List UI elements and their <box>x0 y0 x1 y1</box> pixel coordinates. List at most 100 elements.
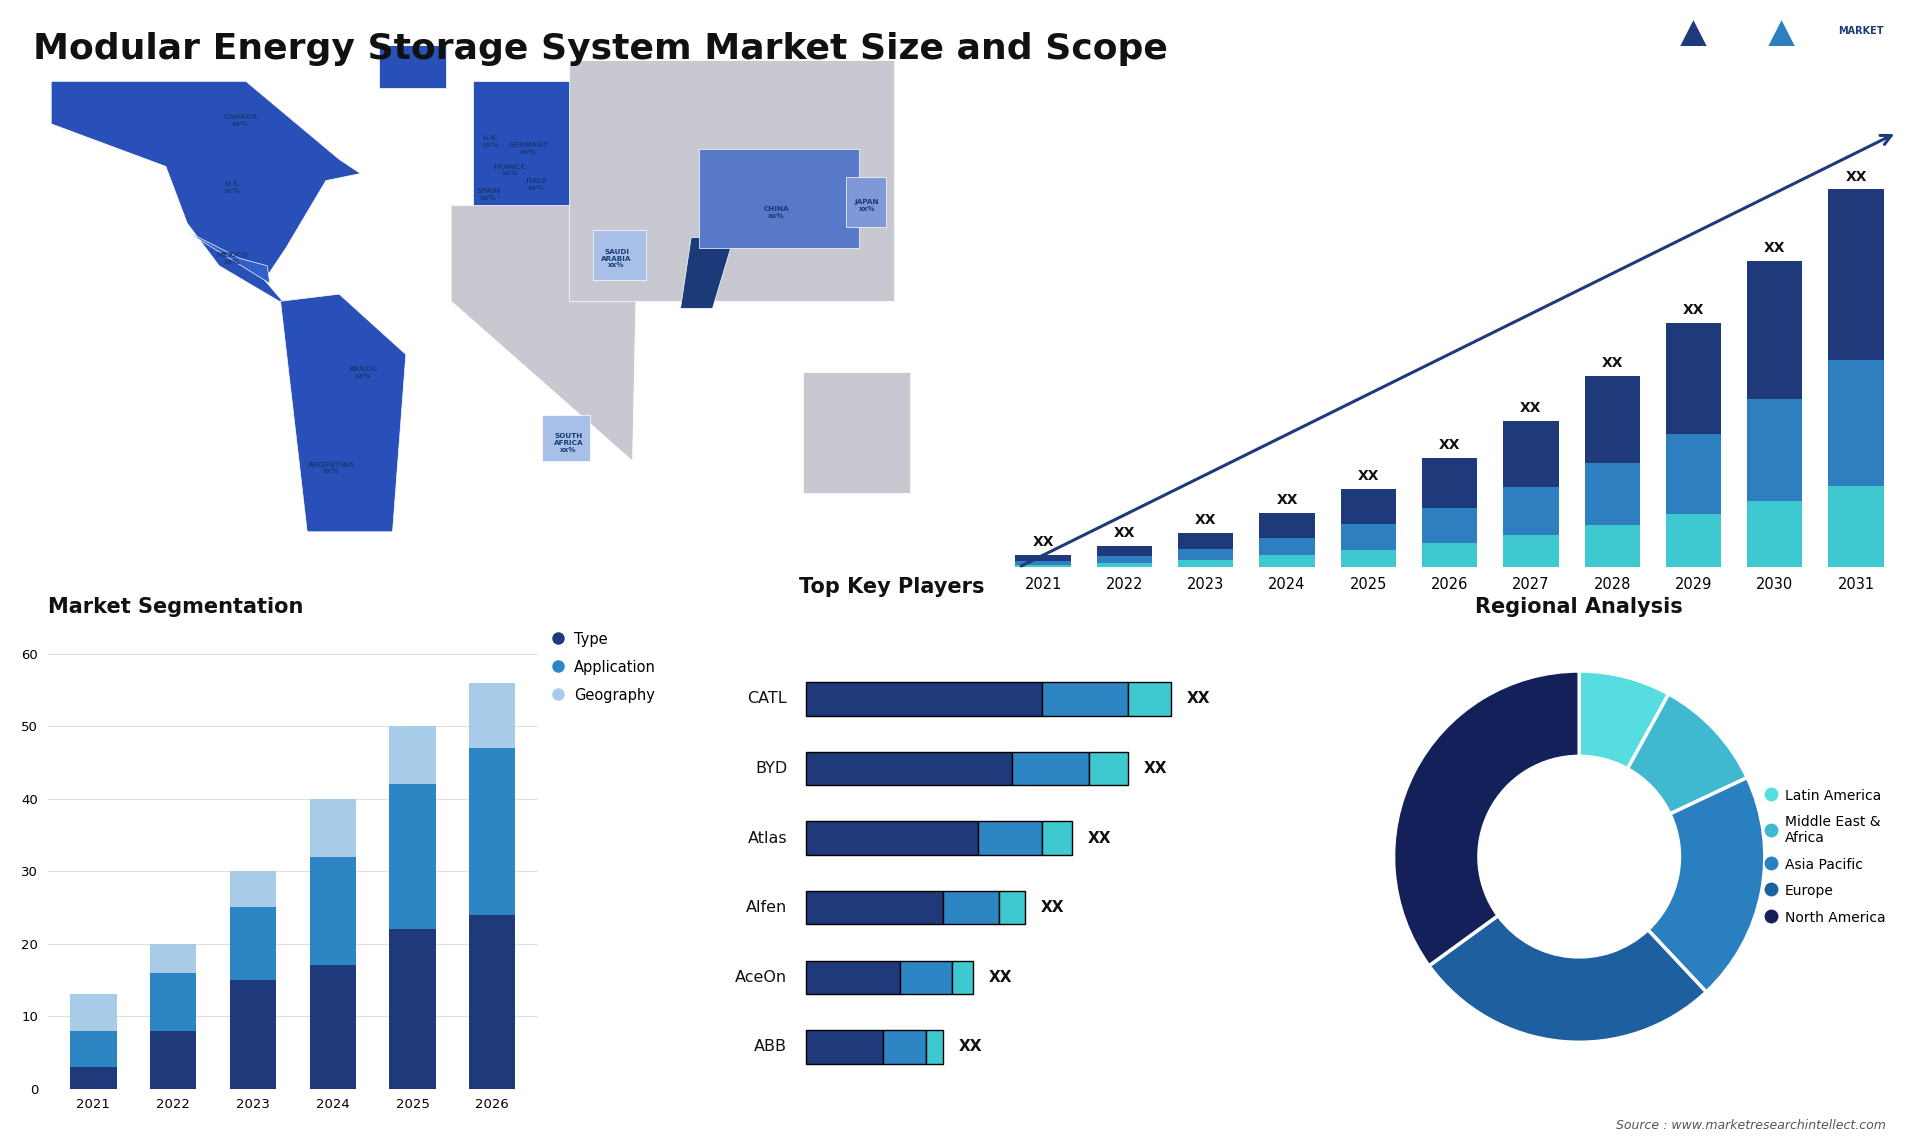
FancyBboxPatch shape <box>1089 752 1129 785</box>
Bar <box>1423 458 1476 508</box>
Polygon shape <box>184 230 271 283</box>
Text: INDIA
xx%: INDIA xx% <box>693 267 716 280</box>
FancyBboxPatch shape <box>1012 752 1089 785</box>
Bar <box>309 799 355 857</box>
Bar <box>1667 434 1720 513</box>
Bar <box>309 857 355 965</box>
Text: Market Segmentation: Market Segmentation <box>48 597 303 618</box>
Text: XX: XX <box>1845 170 1866 183</box>
Text: CANADA
xx%: CANADA xx% <box>223 113 257 127</box>
Text: SAUDI
ARABIA
xx%: SAUDI ARABIA xx% <box>601 249 632 268</box>
Bar <box>71 995 117 1030</box>
Bar <box>1016 565 1071 567</box>
Bar <box>309 965 355 1089</box>
Bar <box>1584 463 1640 525</box>
Bar <box>1747 399 1803 501</box>
FancyBboxPatch shape <box>952 960 973 994</box>
Bar <box>150 1030 196 1089</box>
FancyBboxPatch shape <box>925 1030 943 1063</box>
Bar <box>1503 535 1559 567</box>
Bar <box>390 727 436 784</box>
Bar <box>1340 488 1396 525</box>
FancyBboxPatch shape <box>806 822 977 855</box>
Text: U.K.
xx%: U.K. xx% <box>482 135 499 148</box>
Text: Top Key Players: Top Key Players <box>799 576 985 597</box>
Bar <box>1179 533 1233 549</box>
FancyBboxPatch shape <box>943 890 998 925</box>
Text: Source : www.marketresearchintellect.com: Source : www.marketresearchintellect.com <box>1615 1120 1885 1132</box>
Text: Atlas: Atlas <box>747 831 787 846</box>
Text: XX: XX <box>1357 469 1379 484</box>
Polygon shape <box>472 81 611 209</box>
Polygon shape <box>280 295 405 532</box>
FancyBboxPatch shape <box>806 752 1012 785</box>
Text: FRANCE
xx%: FRANCE xx% <box>493 164 526 176</box>
Bar <box>1747 261 1803 399</box>
Bar <box>1423 543 1476 567</box>
Bar <box>1667 323 1720 434</box>
Polygon shape <box>1736 21 1828 111</box>
Polygon shape <box>568 60 895 301</box>
Text: AceOn: AceOn <box>735 970 787 984</box>
Text: XX: XX <box>1438 439 1461 453</box>
Bar <box>1584 525 1640 567</box>
Wedge shape <box>1394 670 1580 966</box>
Text: XX: XX <box>1033 535 1054 549</box>
Bar <box>1747 501 1803 567</box>
FancyBboxPatch shape <box>977 822 1043 855</box>
FancyBboxPatch shape <box>1129 682 1171 715</box>
Text: XX: XX <box>1194 513 1217 527</box>
Text: ARGENTINA
xx%: ARGENTINA xx% <box>307 462 355 474</box>
FancyBboxPatch shape <box>900 960 952 994</box>
Bar <box>1584 376 1640 463</box>
Wedge shape <box>1578 670 1668 769</box>
Text: XX: XX <box>1521 401 1542 415</box>
Bar <box>1260 556 1315 567</box>
Bar <box>1340 525 1396 550</box>
Bar <box>468 683 515 748</box>
Polygon shape <box>847 178 885 227</box>
Legend: Latin America, Middle East &
Africa, Asia Pacific, Europe, North America: Latin America, Middle East & Africa, Asi… <box>1763 783 1891 931</box>
Text: XX: XX <box>1144 761 1167 776</box>
Text: U.S.
xx%: U.S. xx% <box>225 181 240 194</box>
Bar <box>1503 487 1559 535</box>
Polygon shape <box>451 205 637 461</box>
Text: ITALY
xx%: ITALY xx% <box>526 178 547 190</box>
FancyBboxPatch shape <box>883 1030 925 1063</box>
Polygon shape <box>52 81 361 308</box>
Polygon shape <box>680 237 733 308</box>
Wedge shape <box>1628 694 1747 814</box>
Bar <box>1828 486 1884 567</box>
Wedge shape <box>1428 916 1707 1042</box>
Bar <box>1667 513 1720 567</box>
Polygon shape <box>699 149 860 248</box>
Bar <box>150 973 196 1030</box>
Bar <box>1828 189 1884 360</box>
Text: ABB: ABB <box>755 1039 787 1054</box>
FancyBboxPatch shape <box>806 960 900 994</box>
Text: XX: XX <box>1187 691 1210 706</box>
Text: CATL: CATL <box>747 691 787 706</box>
Bar <box>1828 360 1884 486</box>
Bar <box>71 1030 117 1067</box>
Polygon shape <box>593 230 645 280</box>
Title: Regional Analysis: Regional Analysis <box>1475 597 1684 618</box>
Bar <box>1096 556 1152 563</box>
Text: RESEARCH: RESEARCH <box>1839 53 1897 62</box>
FancyBboxPatch shape <box>806 682 1043 715</box>
Text: MEXICO
xx%: MEXICO xx% <box>217 252 248 265</box>
Text: BRAZIL
xx%: BRAZIL xx% <box>349 366 378 378</box>
FancyBboxPatch shape <box>806 890 943 925</box>
Polygon shape <box>803 372 910 493</box>
Text: BYD: BYD <box>755 761 787 776</box>
Bar <box>150 943 196 973</box>
Bar <box>1096 545 1152 556</box>
Text: JAPAN
xx%: JAPAN xx% <box>854 199 879 212</box>
Text: XX: XX <box>1041 901 1064 916</box>
Bar <box>1423 508 1476 543</box>
Text: SOUTH
AFRICA
xx%: SOUTH AFRICA xx% <box>553 433 584 453</box>
Bar <box>1016 560 1071 565</box>
Legend: Type, Application, Geography: Type, Application, Geography <box>555 631 655 702</box>
Bar <box>1016 555 1071 560</box>
Text: XX: XX <box>1764 242 1786 256</box>
